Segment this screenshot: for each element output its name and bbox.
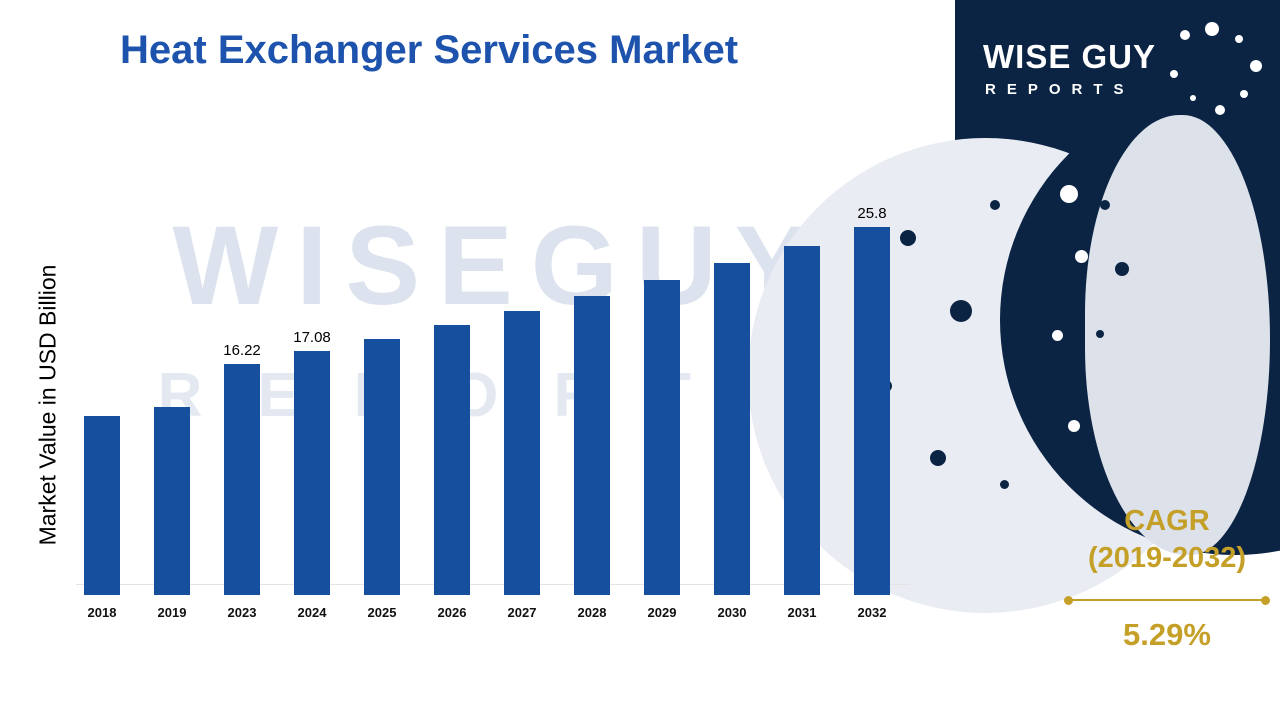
bar [224, 364, 260, 595]
bar [434, 325, 470, 595]
x-axis-tick-label: 2025 [367, 605, 397, 620]
x-axis-tick-label: 2027 [507, 605, 537, 620]
decor-dot [1096, 330, 1104, 338]
bar-column: 16.22 2023 [223, 342, 261, 620]
bar [504, 311, 540, 595]
bar-column: 2029 [644, 258, 680, 620]
cagr-value: 5.29% [1123, 617, 1211, 652]
logo-line2: REPORTS [985, 81, 1135, 98]
bar-value-label: 16.22 [223, 342, 261, 359]
y-axis-label: Market Value in USD Billion [34, 264, 61, 546]
x-axis-tick-label: 2032 [857, 605, 887, 620]
decor-dot [1060, 185, 1078, 203]
bar [854, 227, 890, 595]
x-axis-line [76, 584, 910, 585]
decor-dot [950, 300, 972, 322]
gold-divider-line [1064, 595, 1270, 605]
decor-dot [1052, 330, 1063, 341]
watermark: WISEGUY REPORTS [100, 210, 900, 431]
bar [784, 246, 820, 595]
bar [154, 407, 190, 595]
decor-dot [1000, 480, 1009, 489]
bar [644, 280, 680, 595]
wiseguy-logo: WISE GUY REPORTS [983, 38, 1156, 98]
watermark-line1: WISEGUY [172, 203, 828, 328]
decor-dot [1075, 250, 1088, 263]
chart-title: Heat Exchanger Services Market [120, 28, 739, 72]
logo-line1: WISE GUY [983, 38, 1157, 75]
decor-dot [1115, 262, 1129, 276]
decor-dot [1205, 22, 1219, 36]
x-axis-tick-label: 2031 [787, 605, 817, 620]
x-axis-tick-label: 2019 [157, 605, 187, 620]
bar-column: 2026 [434, 303, 470, 620]
bar-column: 25.8 2032 [854, 205, 890, 620]
x-axis-tick-label: 2023 [227, 605, 257, 620]
bar-column: 17.08 2024 [293, 329, 331, 620]
bar-value-label: 25.8 [857, 205, 887, 222]
bars-area: 2018 2019 16.22 2023 17.08 2024 2025 2026 2027 20… [84, 205, 890, 620]
cagr-range: (2019-2032) [1088, 542, 1246, 574]
bar-value-label: 17.08 [293, 329, 331, 346]
decor-dot [930, 450, 946, 466]
cagr-label: CAGR [1124, 505, 1210, 537]
x-axis-tick-label: 2030 [717, 605, 747, 620]
decor-dot [1240, 90, 1248, 98]
decor-dot [1250, 60, 1262, 72]
bar-column: 2027 [504, 289, 540, 620]
decor-dot [990, 200, 1000, 210]
bar [714, 263, 750, 595]
logo-face-icon [1160, 12, 1275, 122]
bar [574, 296, 610, 595]
line-end-dot [1064, 595, 1073, 605]
bar [84, 416, 120, 595]
decor-dot [900, 230, 916, 246]
decor-dot [1100, 200, 1110, 210]
bar-column: 2028 [574, 274, 610, 620]
bar-column: 2030 [714, 241, 750, 620]
decor-dot [1215, 105, 1225, 115]
watermark-line2: REPORTS [157, 361, 843, 430]
x-axis-tick-label: 2024 [297, 605, 327, 620]
decor-dot [1235, 35, 1243, 43]
decor-dot [1068, 420, 1080, 432]
line-end-dot [1261, 595, 1270, 605]
x-axis-tick-label: 2029 [647, 605, 677, 620]
bar-column: 2025 [364, 317, 400, 620]
bar [364, 339, 400, 595]
face-profile-decoration [1085, 115, 1270, 555]
x-axis-tick-label: 2028 [577, 605, 607, 620]
x-axis-tick-label: 2018 [87, 605, 117, 620]
decor-dot [1180, 30, 1190, 40]
decor-dot [1170, 70, 1178, 78]
decor-dot [1190, 95, 1196, 101]
bar-column: 2031 [784, 224, 820, 620]
bar [294, 351, 330, 595]
x-axis-tick-label: 2026 [437, 605, 467, 620]
cagr-block: CAGR (2019-2032) 5.29% [1058, 505, 1276, 653]
bar-column: 2018 [84, 394, 120, 620]
bar-column: 2019 [154, 385, 190, 620]
